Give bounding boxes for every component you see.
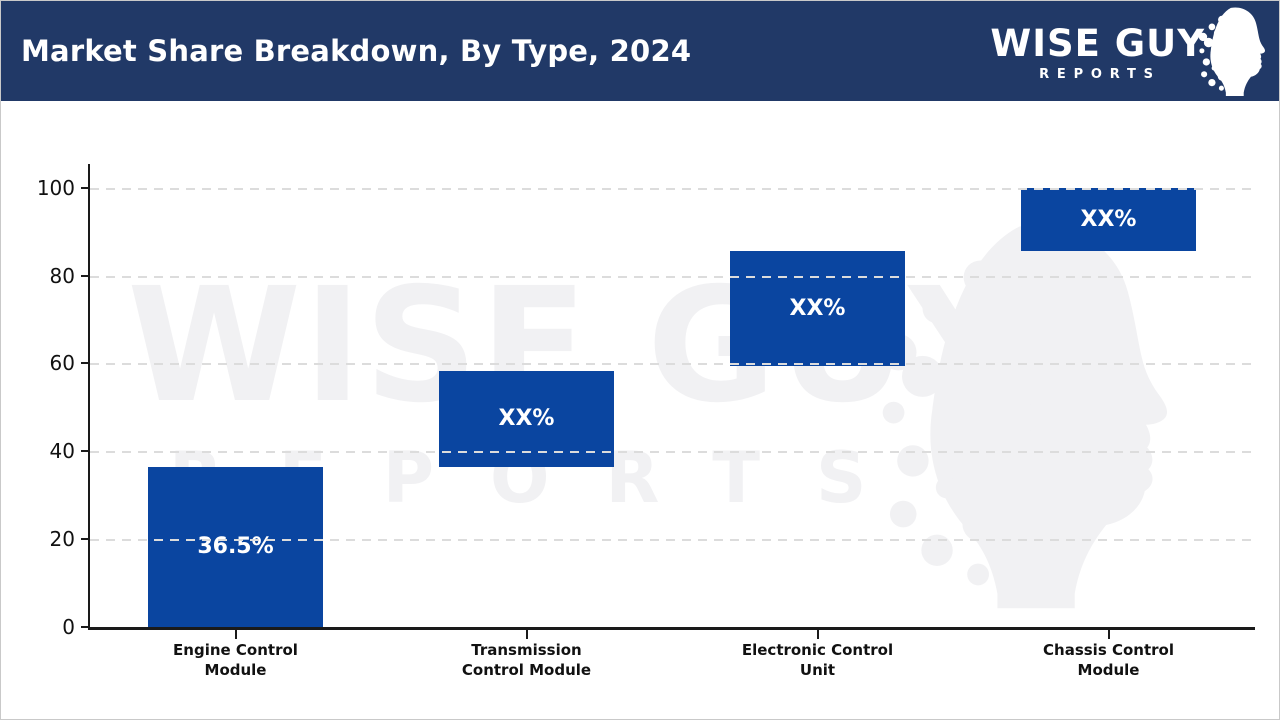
gridline-20 <box>90 539 1254 542</box>
bar-value-label-electronic-control-unit: XX% <box>789 296 846 322</box>
x-tick-engine-control-module <box>234 630 237 639</box>
x-axis-label-transmission-control-module: Transmission Control Module <box>381 640 672 680</box>
x-tick-electronic-control-unit <box>816 630 819 639</box>
logo-name: WISE GUY <box>990 21 1205 65</box>
bar-electronic-control-unit: XX% <box>729 251 906 367</box>
plot-area: 36.5% XX% XX% XX% <box>90 164 1254 627</box>
y-tick-20 <box>81 538 89 541</box>
y-tick-label-60: 60 <box>49 351 75 376</box>
bar-value-label-transmission-control-module: XX% <box>498 406 555 432</box>
gridline-100 <box>90 187 1254 190</box>
x-axis-line <box>88 627 1255 630</box>
gridline-40 <box>90 451 1254 454</box>
x-axis-tick-marks <box>90 630 1254 639</box>
x-axis-label-line: Engine Control <box>173 641 298 659</box>
header-bar: Market Share Breakdown, By Type, 2024 WI… <box>1 1 1279 101</box>
y-tick-label-20: 20 <box>49 527 75 552</box>
x-axis-label-line: Electronic Control <box>741 641 894 659</box>
x-axis-label-engine-control-module: Engine Control Module <box>90 640 381 680</box>
x-axis-label-line: Chassis Control <box>1043 641 1174 659</box>
bar-value-label-engine-control-module: 36.5% <box>197 534 274 560</box>
x-axis-label-chassis-control-module: Chassis Control Module <box>963 640 1254 680</box>
bar-transmission-control-module: XX% <box>438 370 615 467</box>
x-tick-transmission-control-module <box>525 630 528 639</box>
x-axis-label-line: Transmission <box>471 641 582 659</box>
logo-text: WISE GUY REPORTS <box>990 25 1205 82</box>
x-axis-label-line: Module <box>204 661 267 679</box>
y-tick-80 <box>81 274 89 277</box>
y-tick-100 <box>81 186 89 189</box>
x-axis-label-line: Module <box>1077 661 1140 679</box>
x-axis-label-electronic-control-unit: Electronic Control Unit <box>672 640 963 680</box>
x-axis-label-line: Control Module <box>461 661 592 679</box>
gridline-80 <box>90 275 1254 278</box>
bar-value-label-chassis-control-module: XX% <box>1080 206 1137 232</box>
wise-guy-reports-logo: WISE GUY REPORTS <box>990 6 1275 96</box>
x-tick-chassis-control-module <box>1107 630 1110 639</box>
y-tick-label-40: 40 <box>49 439 75 464</box>
x-axis-label-line: Unit <box>799 661 836 679</box>
y-tick-label-80: 80 <box>49 263 75 288</box>
y-tick-0 <box>81 626 89 628</box>
y-tick-60 <box>81 362 89 365</box>
y-axis-tick-marks <box>81 164 89 628</box>
y-axis-line <box>88 164 90 630</box>
y-tick-label-100: 100 <box>36 175 75 200</box>
bar-engine-control-module: 36.5% <box>147 466 324 627</box>
gridline-60 <box>90 363 1254 366</box>
y-tick-label-0: 0 <box>62 615 75 639</box>
y-axis-labels: 0 20 40 60 80 100 <box>1 164 75 637</box>
x-axis-labels: Engine Control Module Transmission Control … <box>90 640 1254 686</box>
y-tick-40 <box>81 450 89 453</box>
logo-tagline: REPORTS <box>1039 66 1161 82</box>
bar-chassis-control-module: XX% <box>1020 187 1197 251</box>
chart-title: Market Share Breakdown, By Type, 2024 <box>21 34 692 68</box>
logo-face-icon <box>1198 7 1266 96</box>
